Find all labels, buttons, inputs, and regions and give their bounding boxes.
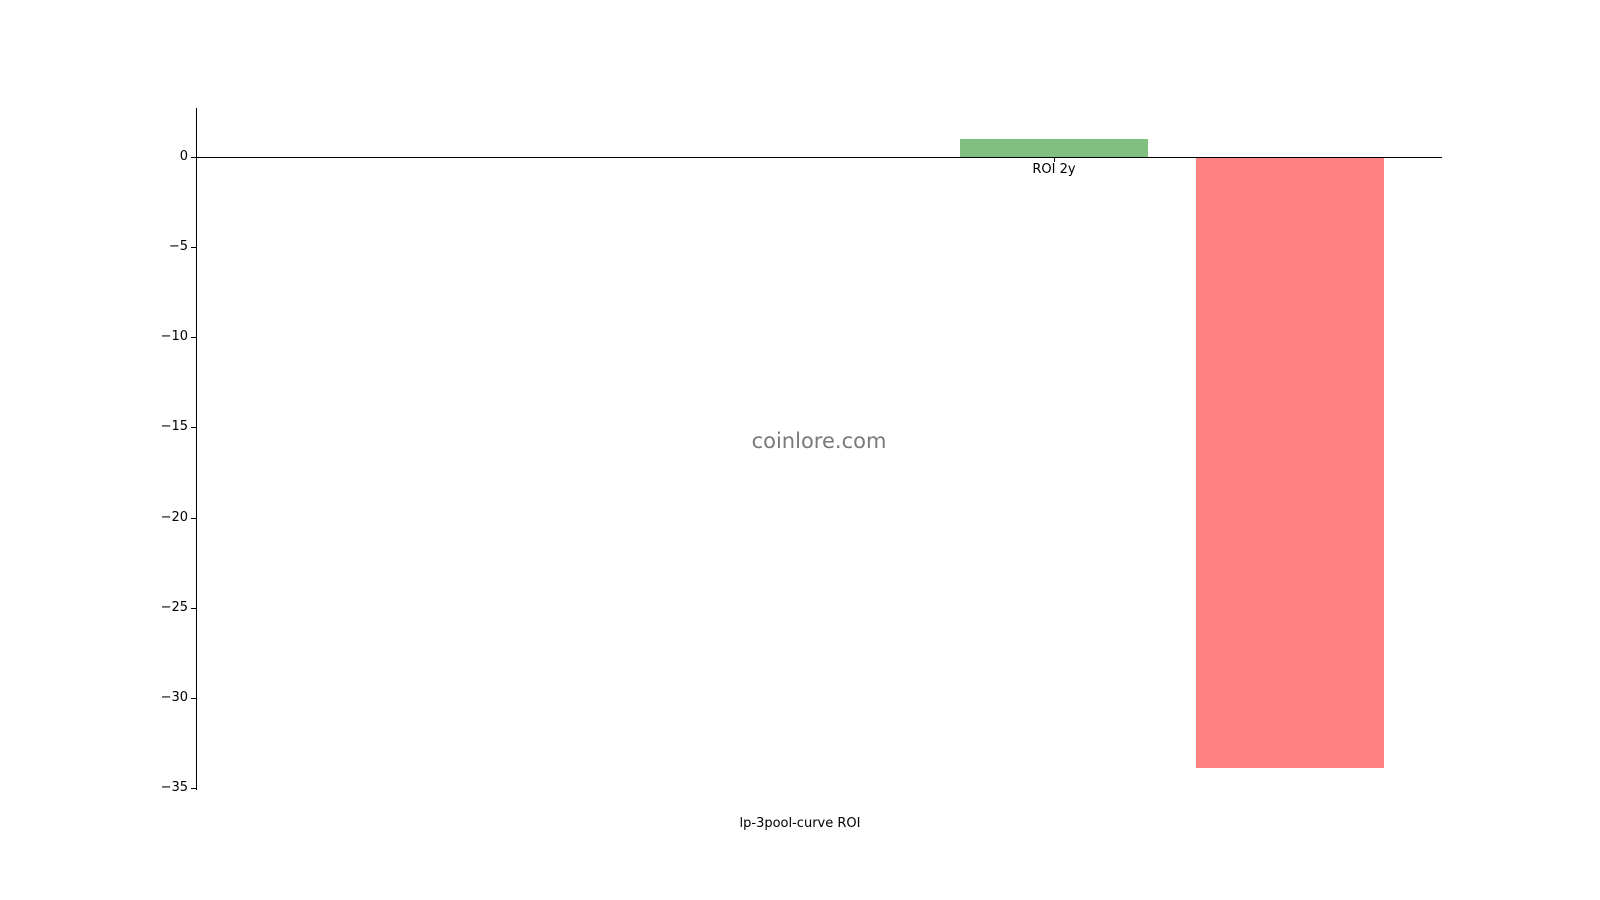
y-axis-spine [196,108,197,790]
y-tick [191,337,196,338]
y-tick-label: −30 [160,690,188,705]
y-tick [191,247,196,248]
y-tick-label: −20 [160,510,188,525]
y-tick-label: −15 [160,419,188,434]
y-tick-label: −10 [160,329,188,344]
y-tick-label: −35 [160,780,188,795]
x-tick-label: ROI 2y [1032,162,1076,177]
y-tick [191,608,196,609]
y-tick-label: −25 [160,600,188,615]
y-tick [191,427,196,428]
y-tick-label: −5 [168,239,188,254]
watermark-text: coinlore.com [751,429,887,453]
y-tick [191,157,196,158]
bar-roi-2y [960,139,1148,157]
x-tick [1054,158,1055,162]
x-axis-zero-line [196,157,1442,158]
y-tick [191,698,196,699]
y-tick-label: 0 [179,149,188,164]
bar-unlabeled [1196,157,1384,768]
y-tick [191,518,196,519]
chart-title: lp-3pool-curve ROI [739,816,861,831]
y-tick [191,788,196,789]
